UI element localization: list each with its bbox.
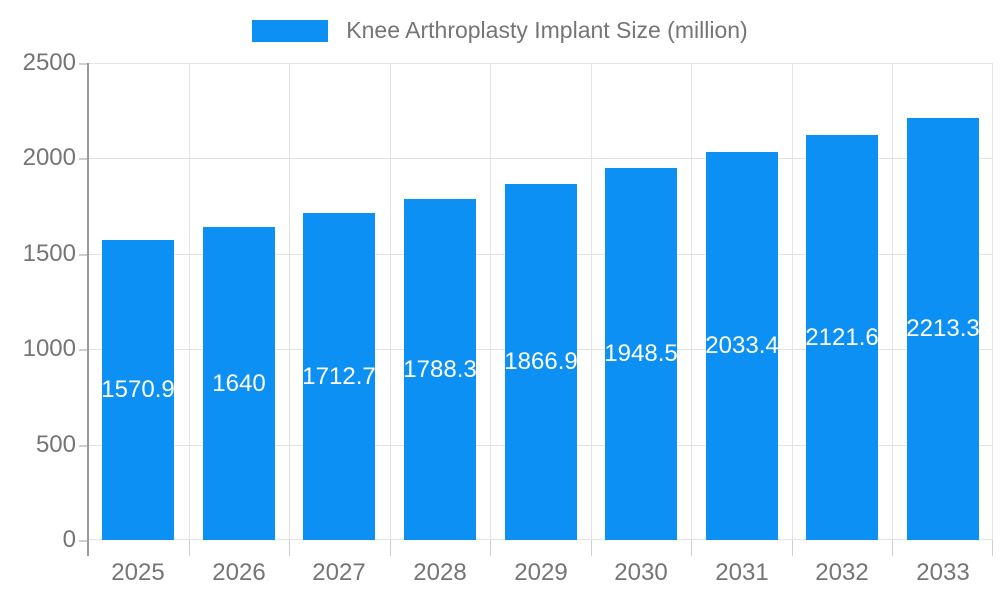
gridline-vertical [892,63,893,540]
y-axis-tick [79,254,88,256]
bar-value-label: 1712.7 [302,362,376,390]
gridline-horizontal [88,63,993,64]
x-axis-label: 2025 [111,559,165,586]
y-axis-tick [79,349,88,351]
y-axis-tick [79,540,88,542]
x-axis-tick [691,540,692,556]
gridline-vertical [691,63,692,540]
x-axis-tick [490,540,491,556]
x-axis-tick [289,540,290,556]
bar-value-label: 2121.6 [805,323,879,351]
y-axis-tick-label: 500 [35,431,76,458]
y-axis-tick-label: 2000 [22,144,76,171]
gridline-vertical [591,63,592,540]
bar-2026[interactable]: 1640 [203,227,275,540]
x-axis-label: 2030 [614,559,668,586]
gridline-vertical [490,63,491,540]
bar-value-label: 1640 [212,369,266,397]
y-axis-tick-label: 2500 [22,49,76,76]
x-axis-label: 2027 [312,559,366,586]
legend-label[interactable]: Knee Arthroplasty Implant Size (million) [346,17,748,43]
bar-2025[interactable]: 1570.9 [101,240,175,540]
bar-2030[interactable]: 1948.5 [604,168,678,540]
y-axis-line [87,63,89,556]
plot-area: 0 500 1000 1500 2000 2500 1570.9 2025 1640 2026 17… [23,49,993,586]
x-axis-label: 2033 [916,559,970,586]
gridline-vertical [792,63,793,540]
legend: Knee Arthroplasty Implant Size (million) [0,17,1000,44]
x-axis-tick [892,540,893,556]
y-axis-tick [79,63,88,65]
x-axis-tick [792,540,793,556]
x-axis-label: 2028 [413,559,467,586]
y-axis-tick [79,158,88,160]
gridline-vertical [189,63,190,540]
legend-swatch[interactable] [252,19,329,42]
bar-value-label: 1866.9 [504,348,578,375]
bar-2029[interactable]: 1866.9 [504,184,578,540]
bar-2031[interactable]: 2033.4 [705,152,779,540]
x-axis-label: 2032 [815,559,869,586]
y-axis-tick-label: 1500 [22,240,76,267]
x-axis-tick [992,540,993,556]
x-axis-label: 2026 [212,559,266,586]
gridline-vertical [992,63,993,540]
bar-2027[interactable]: 1712.7 [302,213,376,540]
bar-2032[interactable]: 2121.6 [805,135,879,540]
x-axis-label: 2031 [715,559,769,586]
x-axis-tick [189,540,190,556]
bar-value-label: 1788.3 [403,355,477,383]
gridline-horizontal [88,158,993,159]
bar-2033[interactable]: 2213.3 [906,118,980,540]
bar-value-label: 1570.9 [101,376,175,403]
bar-value-label: 2213.3 [906,315,980,342]
x-axis-tick [591,540,592,556]
gridline-vertical [289,63,290,540]
x-axis-label: 2029 [514,559,568,586]
bar-value-label: 1948.5 [604,340,678,367]
bar-value-label: 2033.4 [705,332,779,359]
y-axis-tick [79,445,88,447]
y-axis-tick-label: 1000 [22,335,76,362]
gridline-vertical [390,63,391,540]
bar-2028[interactable]: 1788.3 [403,199,477,540]
y-axis-tick-label: 0 [62,526,76,553]
x-axis-tick [390,540,391,556]
